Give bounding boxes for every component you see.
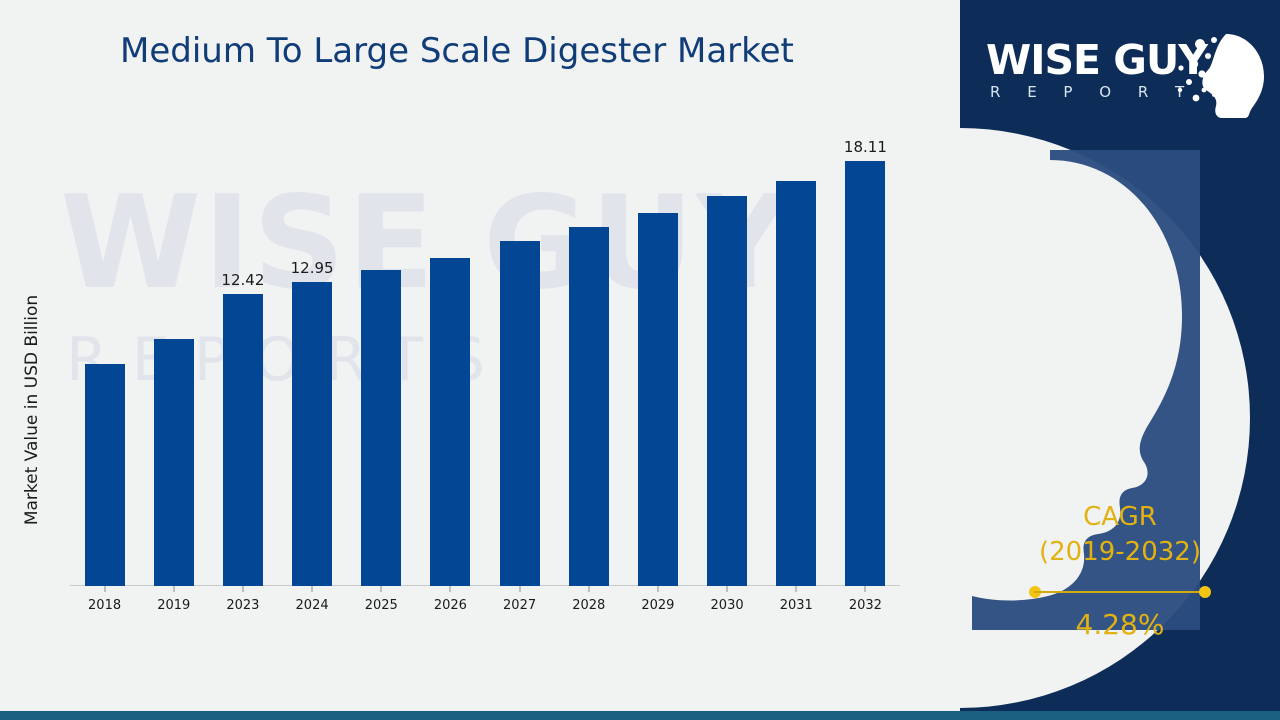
bar-group: 2025 <box>361 140 402 613</box>
chart-panel: WISE GUY REPORTS Medium To Large Scale D… <box>22 31 900 613</box>
x-axis-tick-label: 2018 <box>88 598 122 613</box>
bar-group: 12.42 2023 <box>221 140 265 613</box>
bar-value-label: 12.42 <box>221 271 265 290</box>
bar-group: 2030 <box>707 140 748 613</box>
logo-subtitle: R E P O R T S <box>990 83 1232 101</box>
divider-dot-right <box>1199 586 1211 599</box>
bar-group: 2031 <box>776 140 817 613</box>
x-axis-line <box>70 585 900 586</box>
logo-wordmark: WISE GUY <box>986 36 1208 84</box>
brand-side-panel: WISE GUY R E P O R T S CAGR (2019-2032) <box>960 0 1280 711</box>
x-axis-tick <box>726 586 728 592</box>
bar-group: 2019 <box>153 140 194 613</box>
x-axis-tick <box>311 586 313 592</box>
bar <box>292 282 333 586</box>
x-axis-tick <box>380 586 382 592</box>
x-axis-tick <box>104 586 106 592</box>
bar-group: 2029 <box>637 140 678 613</box>
x-axis-tick <box>795 586 797 592</box>
x-axis-tick <box>519 586 521 592</box>
bar <box>568 227 609 586</box>
cagr-range: (2019-2032) <box>1038 537 1201 568</box>
x-axis-tick-label: 2026 <box>433 598 467 613</box>
bar-value-label: 12.95 <box>290 259 334 278</box>
x-axis-tick <box>449 586 451 592</box>
plot-area: 2018 2019 12.42 2023 12.95 2024 2025 2026 2027 20… <box>70 137 900 613</box>
bar <box>776 180 817 586</box>
x-axis-tick-label: 2024 <box>295 598 329 613</box>
x-axis-tick-label: 2030 <box>710 598 744 613</box>
bar <box>222 294 263 586</box>
page-title: Medium To Large Scale Digester Market <box>120 31 794 71</box>
x-axis-tick-label: 2031 <box>779 598 813 613</box>
x-axis-tick-label: 2023 <box>226 598 260 613</box>
divider-rule <box>1034 591 1206 594</box>
bar <box>430 258 471 586</box>
bar-group: 18.11 2032 <box>843 137 887 613</box>
bar-group: 12.95 2024 <box>290 140 334 613</box>
bar <box>707 195 748 586</box>
cagr-value: 4.28% <box>1075 608 1165 642</box>
dotted-head-profile-icon <box>1177 34 1264 118</box>
bar <box>637 213 678 586</box>
cagr-block: CAGR (2019-2032) 4.28% <box>960 500 1280 641</box>
brand-logo: WISE GUY R E P O R T S <box>980 28 1270 120</box>
bottom-accent-strip <box>0 711 1280 720</box>
x-axis-tick-label: 2019 <box>157 598 191 613</box>
x-axis-tick-label: 2027 <box>503 598 537 613</box>
x-axis-tick-label: 2025 <box>364 598 398 613</box>
bar <box>153 338 194 586</box>
x-axis-tick <box>588 586 590 592</box>
bar-group: 2026 <box>430 140 471 613</box>
x-axis-tick <box>242 586 244 592</box>
bar <box>845 160 886 586</box>
bar-group: 2028 <box>568 140 609 613</box>
y-axis-label: Market Value in USD Billion <box>22 294 42 526</box>
cagr-title: CAGR <box>1083 502 1157 532</box>
bar <box>84 363 125 586</box>
x-axis-tick <box>657 586 659 592</box>
bar-value-label: 18.11 <box>843 137 887 156</box>
x-axis-tick <box>173 586 175 592</box>
x-axis-tick-label: 2028 <box>572 598 606 613</box>
cagr-divider <box>1029 586 1211 599</box>
bar-group: 2027 <box>499 140 540 613</box>
bar <box>499 240 540 586</box>
bar-group: 2018 <box>84 140 125 613</box>
x-axis-tick-label: 2029 <box>641 598 675 613</box>
x-axis-tick <box>864 586 866 592</box>
bar <box>361 269 402 586</box>
x-axis-tick-label: 2032 <box>848 598 882 613</box>
